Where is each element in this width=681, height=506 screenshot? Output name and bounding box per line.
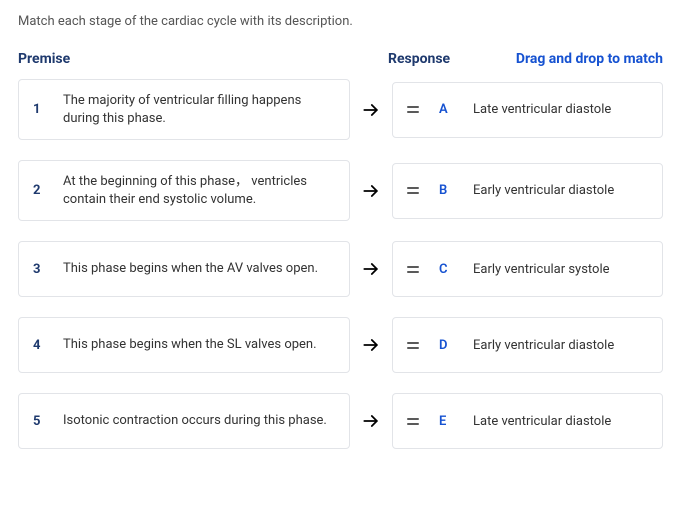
response-letter: C xyxy=(439,262,459,277)
drag-handle-icon[interactable] xyxy=(407,418,425,425)
match-row: 5 Isotonic contraction occurs during this… xyxy=(18,393,663,449)
response-card[interactable]: D Early ventricular diastole xyxy=(392,317,663,373)
arrow-right-icon xyxy=(350,259,392,279)
response-text: Late ventricular diastole xyxy=(473,414,611,429)
match-row: 3 This phase begins when the AV valves op… xyxy=(18,241,663,297)
premise-card: 5 Isotonic contraction occurs during this… xyxy=(18,393,350,449)
premise-number: 1 xyxy=(33,102,53,117)
response-letter: D xyxy=(439,338,459,353)
match-row: 1 The majority of ventricular filling hap… xyxy=(18,79,663,140)
response-text: Late ventricular diastole xyxy=(473,102,611,117)
response-letter: A xyxy=(439,102,459,117)
response-text: Early ventricular systole xyxy=(473,262,610,277)
premise-number: 2 xyxy=(33,183,53,198)
response-letter: E xyxy=(439,414,459,429)
response-text: Early ventricular diastole xyxy=(473,183,614,198)
drag-instruction: Drag and drop to match xyxy=(468,51,663,67)
drag-handle-icon[interactable] xyxy=(407,187,425,194)
match-rows: 1 The majority of ventricular filling hap… xyxy=(18,79,663,449)
premise-card: 4 This phase begins when the SL valves op… xyxy=(18,317,350,373)
response-card[interactable]: A Late ventricular diastole xyxy=(392,82,663,138)
response-letter: B xyxy=(439,183,459,198)
match-row: 2 At the beginning of this phase， ventric… xyxy=(18,160,663,221)
drag-handle-icon[interactable] xyxy=(407,342,425,349)
premise-text: This phase begins when the AV valves ope… xyxy=(63,260,318,278)
arrow-right-icon xyxy=(350,181,392,201)
premise-number: 4 xyxy=(33,338,53,353)
premise-header: Premise xyxy=(18,51,388,67)
premise-card: 3 This phase begins when the AV valves op… xyxy=(18,241,350,297)
drag-handle-icon[interactable] xyxy=(407,266,425,273)
arrow-right-icon xyxy=(350,335,392,355)
premise-card: 1 The majority of ventricular filling hap… xyxy=(18,79,350,140)
response-card[interactable]: C Early ventricular systole xyxy=(392,241,663,297)
arrow-right-icon xyxy=(350,100,392,120)
response-header: Response xyxy=(388,51,468,67)
response-text: Early ventricular diastole xyxy=(473,338,614,353)
arrow-right-icon xyxy=(350,411,392,431)
premise-card: 2 At the beginning of this phase， ventric… xyxy=(18,160,350,221)
premise-number: 5 xyxy=(33,414,53,429)
response-card[interactable]: E Late ventricular diastole xyxy=(392,393,663,449)
column-header-row: Premise Response Drag and drop to match xyxy=(18,51,663,67)
question-text: Match each stage of the cardiac cycle wi… xyxy=(18,14,663,29)
response-card[interactable]: B Early ventricular diastole xyxy=(392,163,663,219)
match-row: 4 This phase begins when the SL valves op… xyxy=(18,317,663,373)
premise-text: The majority of ventricular filling happ… xyxy=(63,92,335,127)
premise-text: At the beginning of this phase， ventricl… xyxy=(63,173,335,208)
premise-number: 3 xyxy=(33,262,53,277)
drag-handle-icon[interactable] xyxy=(407,106,425,113)
premise-text: Isotonic contraction occurs during this … xyxy=(63,412,327,430)
premise-text: This phase begins when the SL valves ope… xyxy=(63,336,317,354)
